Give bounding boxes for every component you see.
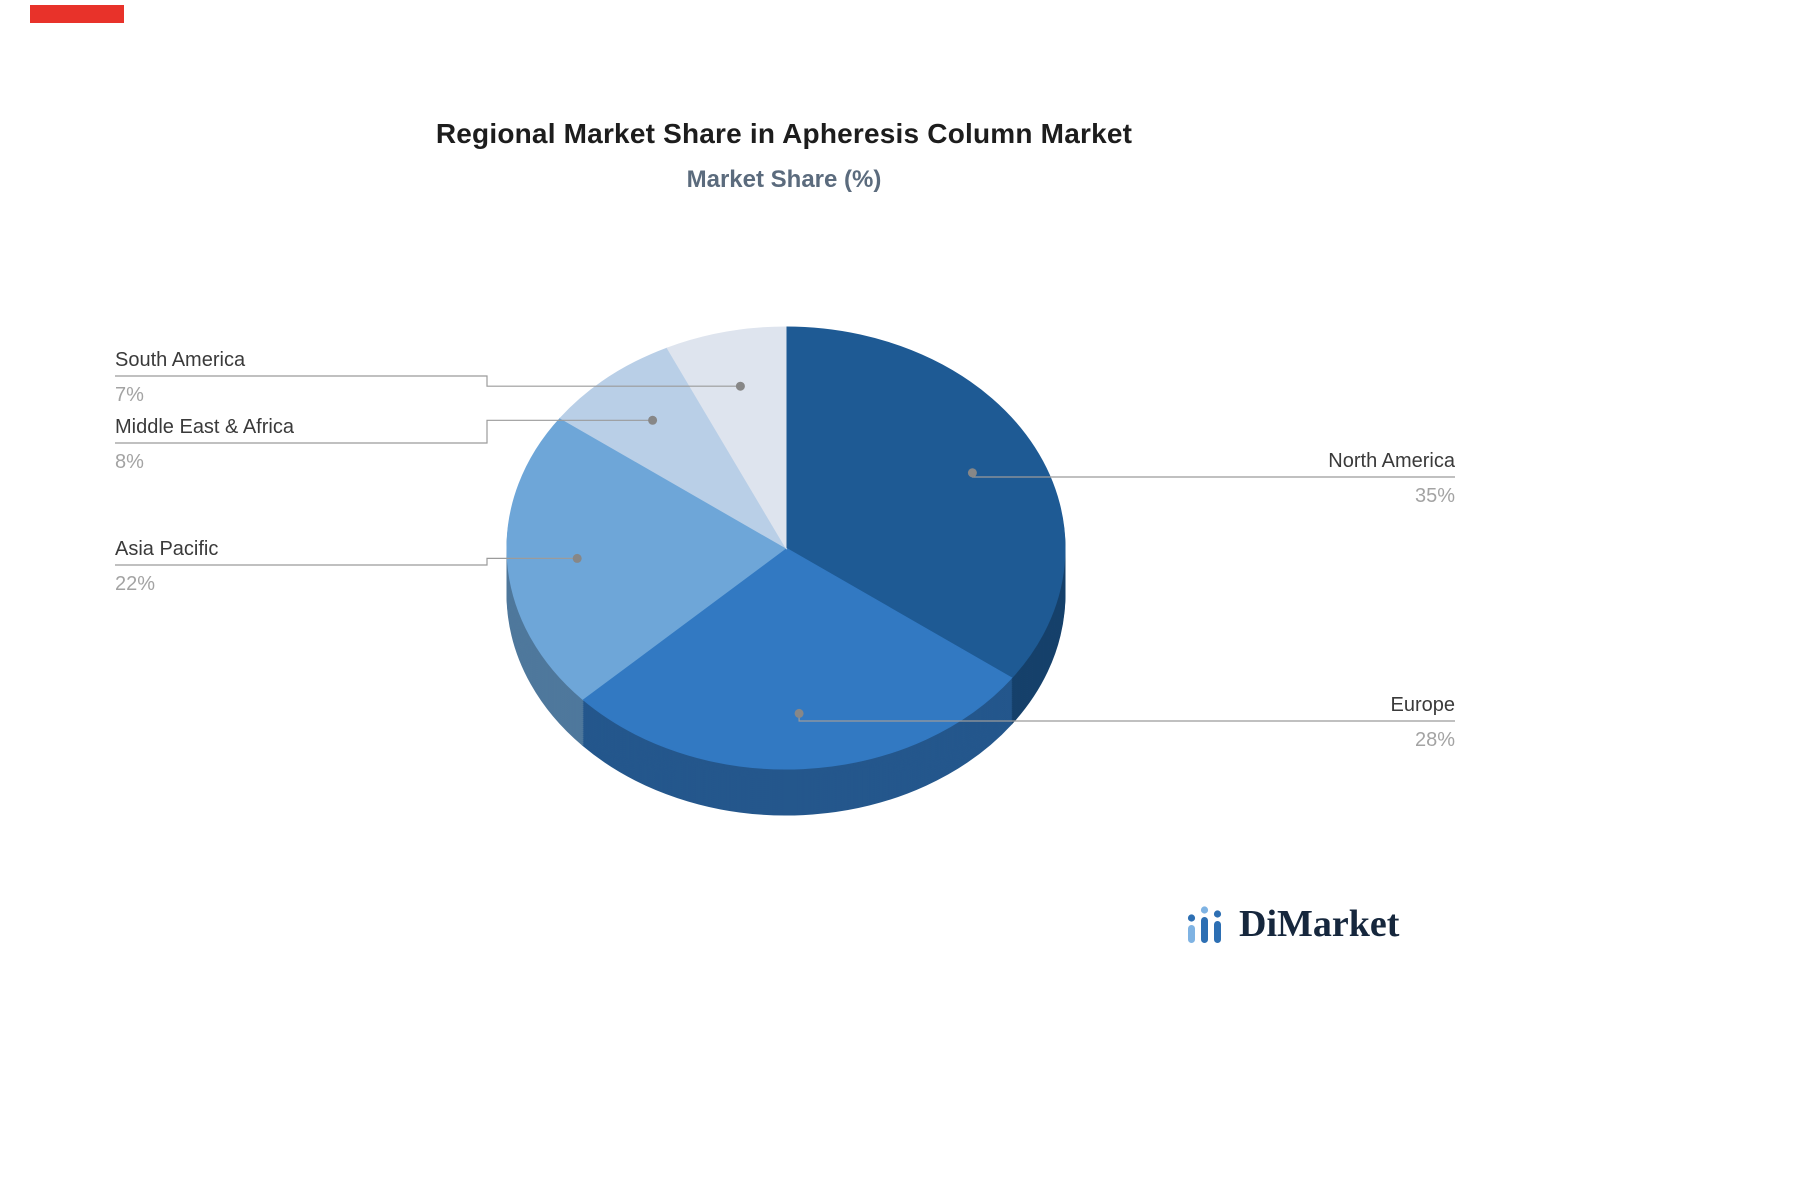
slice-value-europe: 28%	[1415, 729, 1455, 751]
slice-label-asia-pacific: Asia Pacific	[115, 538, 218, 560]
label-europe: Europe 28%	[794, 694, 1456, 751]
slice-label-europe: Europe	[1391, 694, 1456, 716]
chart-header: Regional Market Share in Apheresis Colum…	[0, 118, 1568, 194]
slice-label-north-america: North America	[1328, 450, 1456, 472]
slice-value-asia-pacific: 22%	[115, 573, 155, 595]
pie-top	[506, 326, 1066, 770]
label-asia-pacific: Asia Pacific 22%	[115, 538, 582, 595]
leader-line-asia-pacific	[115, 557, 578, 566]
pie-slice-europe	[581, 547, 1013, 770]
red-marker	[30, 5, 124, 23]
leader-dot-middle-east-africa	[648, 415, 658, 425]
slice-label-south-america: South America	[115, 349, 246, 371]
label-south-america: South America 7%	[115, 349, 745, 406]
pie-slice-south-america	[666, 326, 787, 550]
pie-slice-north-america	[785, 326, 1066, 679]
leader-line-south-america	[115, 375, 741, 387]
leader-dot-europe	[794, 708, 804, 718]
leader-dot-asia-pacific	[572, 553, 582, 563]
label-middle-east-africa: Middle East & Africa 8%	[115, 415, 658, 473]
slice-value-north-america: 35%	[1415, 485, 1455, 507]
leader-line-middle-east-africa	[115, 419, 653, 444]
brand-name: DiMarket	[1239, 903, 1400, 945]
leader-dot-south-america	[735, 381, 745, 391]
slice-label-middle-east-africa: Middle East & Africa	[115, 416, 295, 438]
leader-dot-north-america	[967, 468, 977, 478]
label-north-america: North America 35%	[967, 450, 1456, 507]
slice-value-middle-east-africa: 8%	[115, 451, 144, 473]
brand-logo: DiMarket	[1183, 901, 1399, 947]
pie-slice-middle-east-africa	[559, 347, 788, 550]
pie-labels: North America 35% Europe 28% Asia Pacific 22%…	[115, 349, 1456, 751]
pie-slice-asia-pacific	[506, 417, 787, 700]
chart-subtitle: Market Share (%)	[686, 166, 882, 193]
slice-value-south-america: 7%	[115, 384, 144, 406]
chart-title: Regional Market Share in Apheresis Colum…	[435, 118, 1133, 149]
bar-chart-logo-icon	[1187, 906, 1222, 943]
